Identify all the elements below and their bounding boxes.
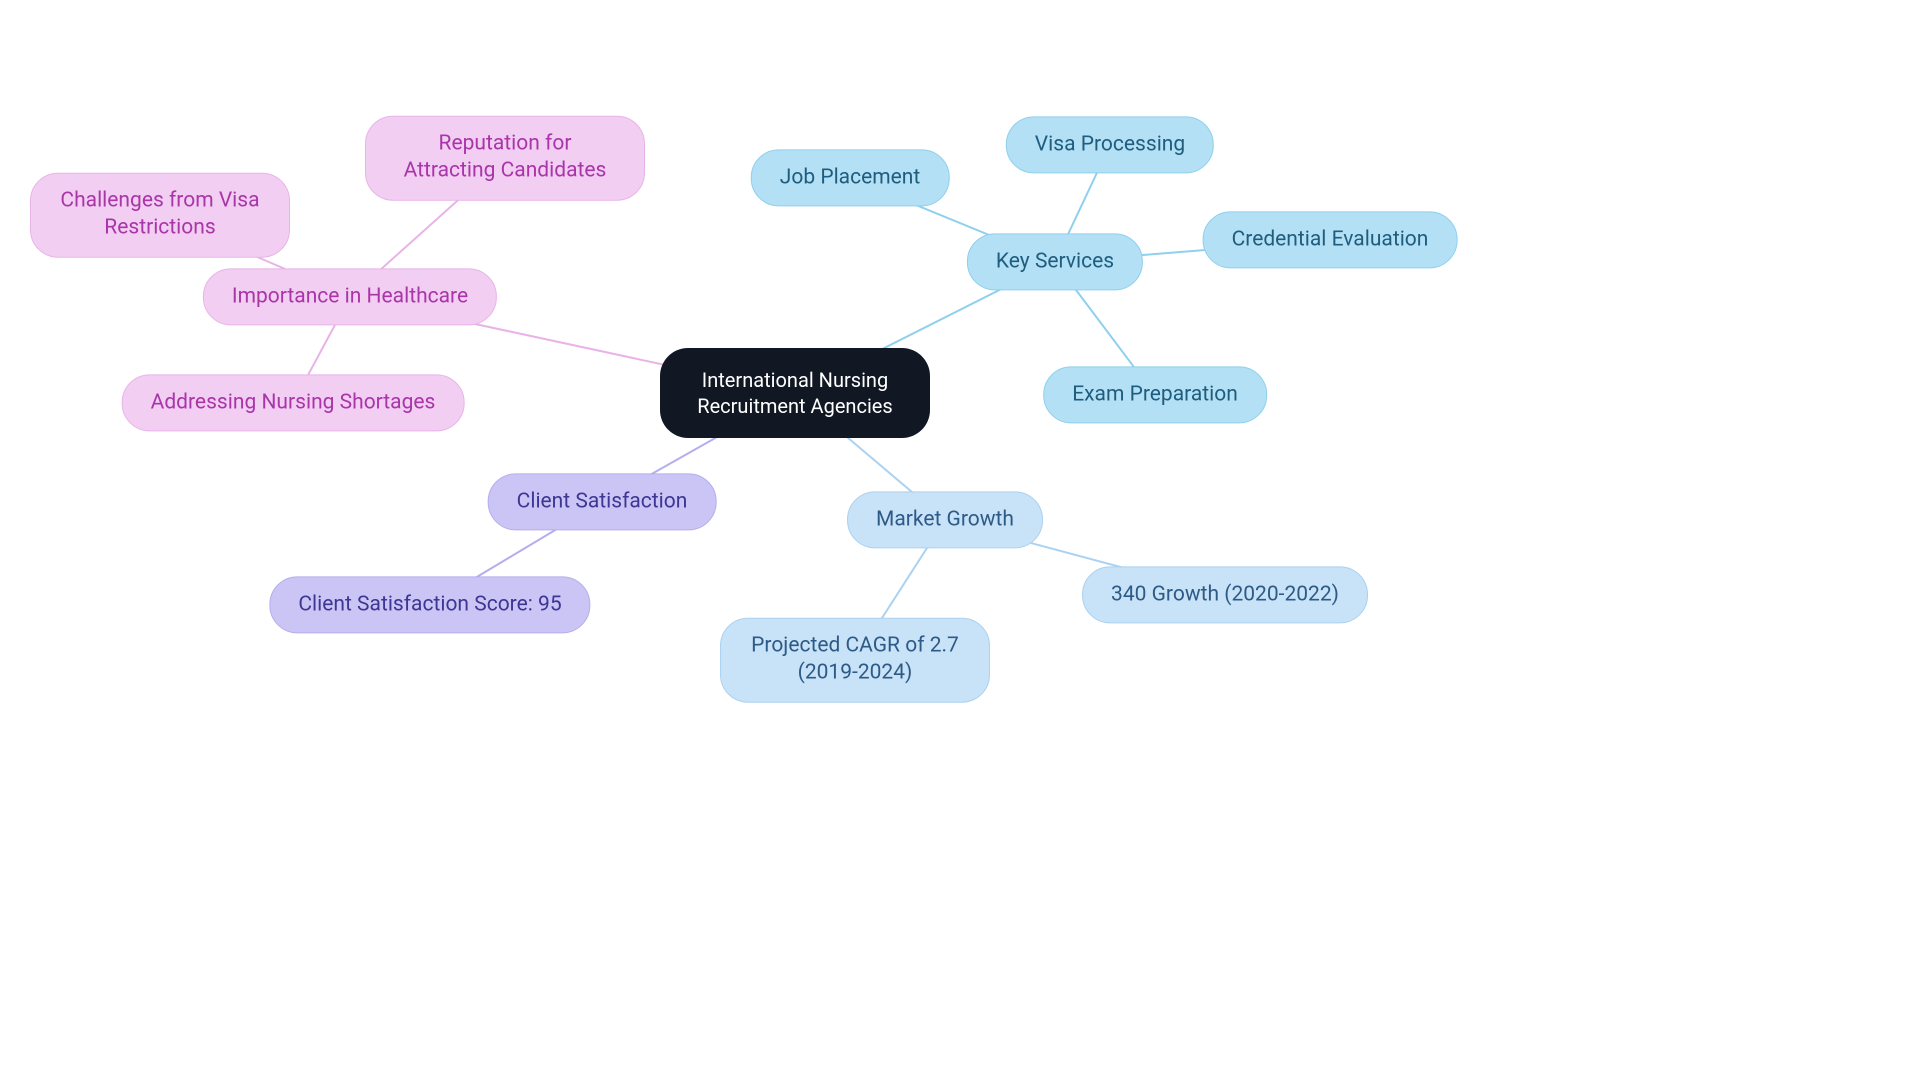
node-nursing-shortages: Addressing Nursing Shortages: [122, 374, 465, 431]
node-score-95: Client Satisfaction Score: 95: [269, 576, 590, 633]
node-exam-preparation: Exam Preparation: [1043, 366, 1267, 423]
node-growth-2020-2022: 340 Growth (2020-2022): [1082, 566, 1368, 623]
node-reputation: Reputation for Attracting Candidates: [365, 116, 645, 201]
node-credential-evaluation: Credential Evaluation: [1203, 211, 1458, 268]
node-visa-processing: Visa Processing: [1006, 116, 1214, 173]
node-visa-challenges: Challenges from Visa Restrictions: [30, 173, 290, 258]
node-client-satisfaction: Client Satisfaction: [488, 473, 717, 530]
node-importance: Importance in Healthcare: [203, 268, 497, 325]
center-node: International Nursing Recruitment Agenci…: [660, 348, 930, 438]
node-job-placement: Job Placement: [751, 149, 950, 206]
node-market-growth: Market Growth: [847, 491, 1043, 548]
node-key-services: Key Services: [967, 233, 1143, 290]
node-cagr: Projected CAGR of 2.7 (2019-2024): [720, 618, 990, 703]
